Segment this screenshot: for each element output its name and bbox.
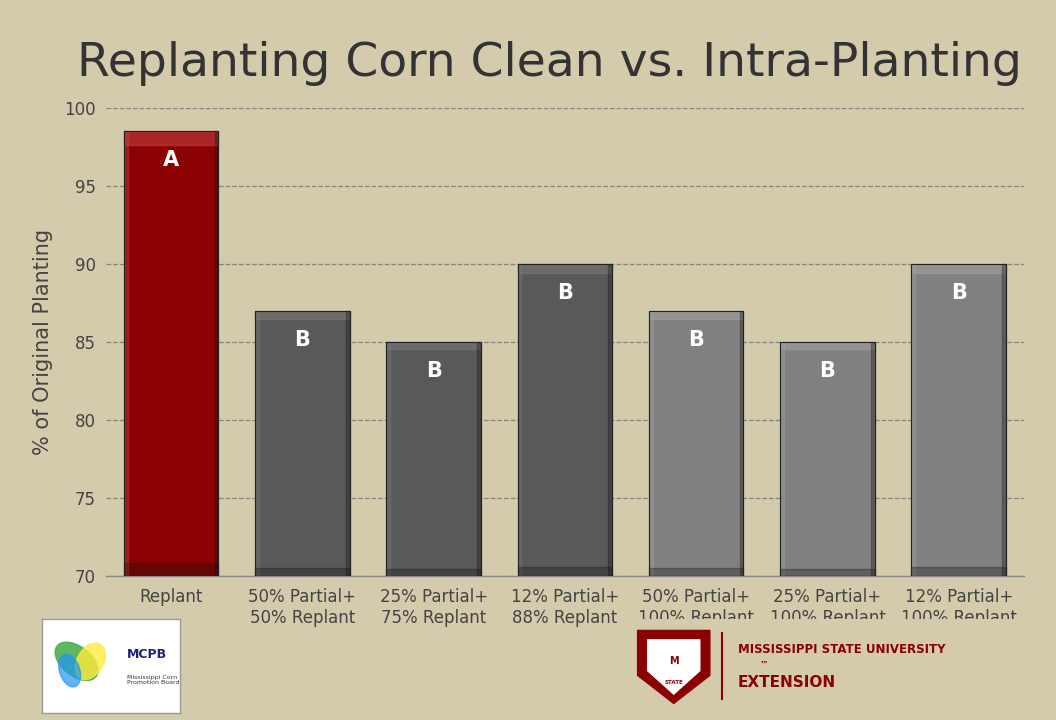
Bar (1002, 264, 1006, 576)
Text: B: B (950, 283, 966, 302)
Text: STATE: STATE (664, 680, 683, 685)
Bar (739, 311, 743, 576)
Bar (649, 311, 743, 319)
Bar (386, 342, 391, 576)
Bar (517, 264, 612, 576)
Ellipse shape (55, 642, 98, 680)
Bar (517, 264, 522, 576)
Text: B: B (819, 361, 835, 381)
Bar (911, 567, 1006, 576)
Text: Mississippi Corn
Promotion Board: Mississippi Corn Promotion Board (128, 675, 180, 685)
Text: A: A (164, 150, 180, 170)
Bar (124, 131, 219, 576)
Text: M: M (668, 657, 679, 666)
Text: B: B (295, 330, 310, 349)
Bar (649, 568, 743, 576)
Bar (256, 311, 350, 319)
Bar (256, 568, 350, 576)
Bar (780, 569, 874, 576)
Bar (517, 264, 612, 274)
Bar (911, 264, 1006, 576)
Bar (649, 311, 743, 576)
Bar (780, 342, 784, 576)
Bar (124, 131, 219, 576)
Bar (911, 264, 916, 576)
Bar (346, 311, 350, 576)
Bar (477, 342, 480, 576)
Bar (256, 311, 350, 576)
Ellipse shape (75, 643, 106, 680)
Bar (124, 131, 219, 145)
Text: ™: ™ (760, 660, 769, 669)
Text: EXTENSION: EXTENSION (738, 675, 836, 690)
Bar (386, 342, 480, 349)
Text: Replanting Corn Clean vs. Intra-Planting: Replanting Corn Clean vs. Intra-Planting (77, 41, 1021, 86)
Bar (517, 567, 612, 576)
Bar (780, 342, 874, 349)
Bar (871, 342, 874, 576)
Bar (256, 311, 350, 576)
Bar (386, 342, 480, 576)
Ellipse shape (59, 654, 80, 687)
Bar (124, 131, 128, 576)
Text: B: B (426, 361, 441, 381)
Text: B: B (689, 330, 704, 349)
Y-axis label: % of Original Planting: % of Original Planting (33, 229, 53, 455)
Bar (214, 131, 219, 576)
Bar (649, 311, 653, 576)
Bar (124, 562, 219, 576)
Bar (608, 264, 612, 576)
Polygon shape (647, 640, 700, 694)
Bar (780, 342, 874, 576)
Bar (386, 569, 480, 576)
Bar (911, 264, 1006, 576)
Text: B: B (557, 283, 573, 302)
Text: MISSISSIPPI STATE UNIVERSITY: MISSISSIPPI STATE UNIVERSITY (738, 643, 945, 656)
Polygon shape (638, 631, 710, 703)
Bar (386, 342, 480, 576)
Bar (256, 311, 259, 576)
Bar (649, 311, 743, 576)
Bar (911, 264, 1006, 274)
Text: MCPB: MCPB (128, 648, 168, 661)
Bar (780, 342, 874, 576)
Bar (517, 264, 612, 576)
